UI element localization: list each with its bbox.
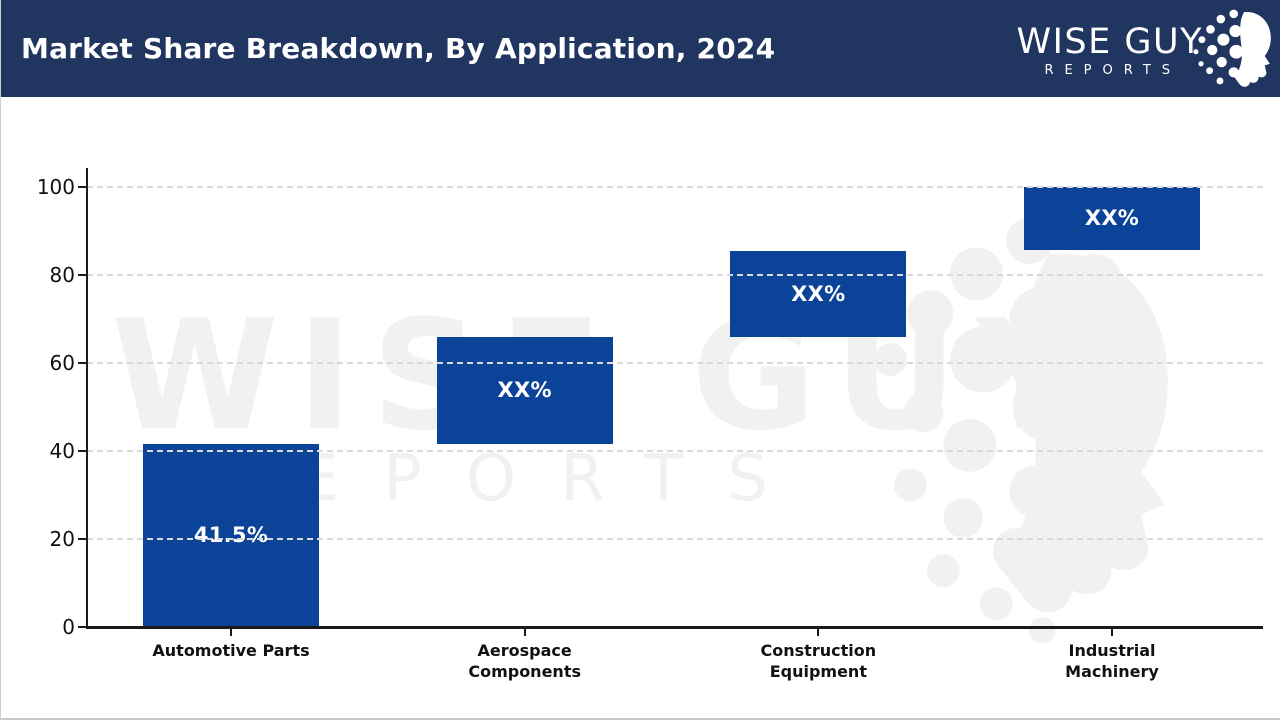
bar-value-label: 41.5% (193, 523, 269, 548)
wise-guy-reports-logo: WISE GUY REPORTS (1016, 6, 1275, 94)
x-category-label-3: Construction Equipment (698, 640, 938, 682)
y-tick-0 (78, 625, 87, 628)
y-gridline-60 (87, 361, 1263, 364)
x-category-line: Equipment (769, 662, 867, 681)
bar-aerospace-components: XX% (436, 336, 613, 444)
x-tick-4 (1111, 629, 1113, 636)
logo-wordmark: WISE GUY (1016, 21, 1203, 62)
bar-construction-equipment: XX% (730, 251, 907, 337)
y-tick-label-0: 0 (62, 614, 75, 639)
header-bar: Market Share Breakdown, By Application, … (1, 0, 1280, 97)
bar-value-label: XX% (1084, 206, 1140, 231)
bar-industrial-machinery: XX% (1024, 186, 1200, 250)
x-category-line: Automotive Parts (152, 641, 310, 660)
chart-area: WISE GUY REPORTS 0 20 40 60 80 100 41.5% XX% XX… (1, 97, 1280, 718)
y-gridline-100 (87, 185, 1263, 188)
y-tick-60 (78, 361, 87, 364)
x-category-line: Aerospace (477, 641, 572, 660)
y-tick-100 (78, 185, 87, 188)
bar-value-label: XX% (497, 378, 552, 403)
y-tick-label-100: 100 (36, 174, 75, 199)
y-tick-20 (78, 537, 87, 540)
y-tick-label-60: 60 (49, 350, 75, 375)
y-gridline-80 (87, 273, 1263, 276)
y-tick-label-20: 20 (49, 526, 75, 551)
y-tick-80 (78, 273, 87, 276)
y-tick-label-80: 80 (49, 262, 75, 287)
y-tick-40 (78, 449, 87, 452)
x-tick-3 (817, 629, 820, 636)
logo-text: WISE GUY REPORTS (1016, 23, 1203, 78)
y-axis-line (86, 168, 88, 627)
x-tick-2 (523, 629, 526, 636)
x-tick-1 (230, 629, 232, 636)
x-category-line: Machinery (1065, 662, 1159, 681)
x-category-label-1: Automotive Parts (111, 640, 351, 661)
logo-subtitle: REPORTS (1044, 62, 1182, 78)
dotted-head-icon (1193, 9, 1271, 87)
x-category-line: Industrial (1068, 641, 1156, 660)
x-category-line: Construction (760, 641, 877, 660)
page-title: Market Share Breakdown, By Application, … (21, 32, 776, 65)
y-tick-label-40: 40 (49, 438, 75, 463)
y-gridline-20 (87, 537, 1263, 540)
bar-value-label: XX% (791, 282, 846, 307)
x-category-label-4: Industrial Machinery (992, 640, 1232, 682)
bar-automotive-parts: 41.5% (143, 443, 319, 627)
x-category-label-2: Aerospace Components (405, 640, 645, 682)
y-gridline-40 (87, 449, 1263, 452)
x-category-line: Components (468, 662, 581, 681)
x-axis-line (86, 626, 1263, 629)
